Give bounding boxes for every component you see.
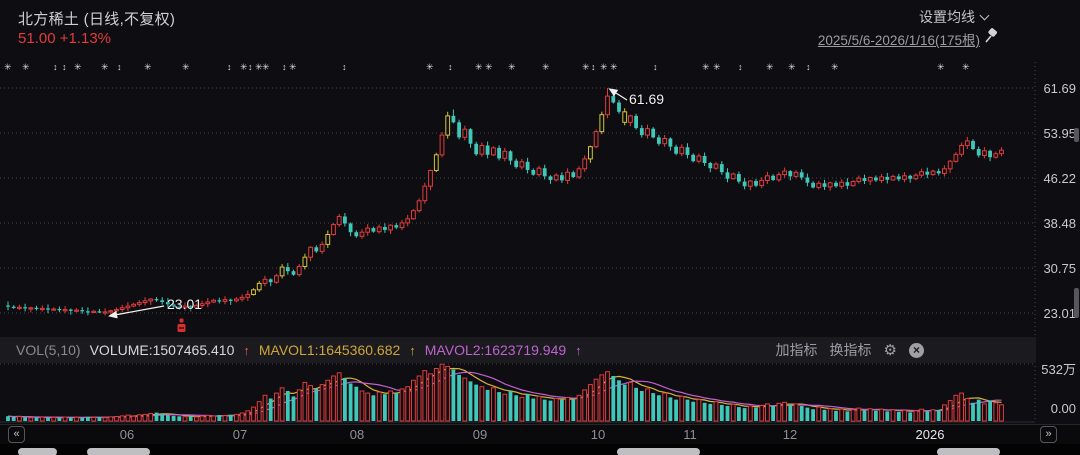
- star-event-icon[interactable]: ✳: [182, 62, 190, 72]
- candles: [6, 95, 1004, 314]
- volume-bars: [6, 363, 1004, 422]
- high-annotation: 61.69: [629, 91, 665, 107]
- vol-indicator-label[interactable]: VOL(5,10): [16, 342, 81, 358]
- switch-indicator-button[interactable]: 换指标: [829, 342, 872, 358]
- volume-value: VOLUME:1507465.410: [89, 342, 235, 358]
- scroll-left-button[interactable]: «: [8, 426, 25, 443]
- close-circle-icon[interactable]: ×: [909, 342, 924, 358]
- volume-axis-min: 0.00: [1050, 401, 1076, 416]
- mavol2-value: MAVOL2:1623719.949: [424, 342, 567, 358]
- star-event-icon[interactable]: ✳: [766, 62, 774, 72]
- star-event-icon[interactable]: ✳: [22, 62, 30, 72]
- star-event-icon[interactable]: ✳: [289, 62, 297, 72]
- time-axis-label: 11: [683, 427, 697, 442]
- star-event-icon[interactable]: ✳: [600, 62, 608, 72]
- star-event-icon[interactable]: ✳: [702, 62, 710, 72]
- vertical-scrollbar-thumb[interactable]: [1074, 288, 1079, 318]
- star-event-icon[interactable]: ✳: [508, 62, 516, 72]
- updown-event-icon[interactable]: ↕: [806, 62, 811, 72]
- price-and-change: 51.00 +1.13%: [18, 30, 111, 47]
- price-axis-label: 23.01: [1043, 306, 1076, 321]
- updown-event-icon[interactable]: ↕: [282, 62, 287, 72]
- time-axis-label: 09: [472, 427, 488, 442]
- updown-event-icon[interactable]: ↕: [653, 62, 658, 72]
- add-indicator-button[interactable]: 加指标: [775, 342, 818, 358]
- mavol1-value: MAVOL1:1645360.682: [258, 342, 401, 358]
- time-axis-label: 2026: [915, 427, 945, 442]
- ma-settings-label: 设置均线: [919, 9, 975, 25]
- price-axis-label: 61.69: [1043, 81, 1076, 96]
- updown-event-icon[interactable]: ↕: [248, 62, 253, 72]
- scroll-right-button[interactable]: »: [1040, 426, 1057, 443]
- stock-title: 北方稀土 (日线,不复权): [18, 11, 176, 28]
- price-axis-label: 53.95: [1043, 126, 1076, 142]
- star-event-icon[interactable]: ✳: [255, 62, 263, 72]
- date-range-link[interactable]: 2025/5/6-2026/1/16(175根): [817, 33, 980, 48]
- updown-event-icon[interactable]: ↕: [227, 62, 232, 72]
- volume-toolbar: VOL(5,10) VOLUME:1507465.410 ↑ MAVOL1:16…: [0, 337, 1036, 363]
- mavol1-up-arrow-icon: ↑: [409, 342, 416, 358]
- volume-axis-max: 532万: [1041, 362, 1076, 377]
- scrollbar-pill[interactable]: [617, 448, 700, 455]
- star-event-icon[interactable]: ✳: [101, 62, 109, 72]
- star-event-icon[interactable]: ✳: [485, 62, 493, 72]
- time-axis-label: 12: [782, 427, 798, 442]
- star-event-icon[interactable]: ✳: [610, 62, 618, 72]
- price-axis-label: 46.22: [1043, 170, 1076, 186]
- updown-event-icon[interactable]: ↕: [591, 62, 596, 72]
- updown-event-icon[interactable]: ↕: [738, 62, 743, 72]
- star-event-icon[interactable]: ✳: [4, 62, 12, 72]
- volume-up-arrow-icon: ↑: [243, 342, 250, 358]
- scrollbar-pill[interactable]: [937, 448, 1000, 455]
- star-event-icon[interactable]: ✳: [262, 62, 270, 72]
- star-event-icon[interactable]: ✳: [144, 62, 152, 72]
- updown-event-icon[interactable]: ↕: [62, 62, 67, 72]
- star-event-icon[interactable]: ✳: [475, 62, 483, 72]
- star-event-icon[interactable]: ✳: [542, 62, 550, 72]
- time-axis-label: 07: [232, 427, 248, 442]
- time-axis-label: 08: [349, 427, 365, 442]
- time-axis: « 06 07 08 09 10 11 12 2026 »: [0, 424, 1080, 444]
- time-axis-label: 10: [590, 427, 606, 442]
- star-event-icon[interactable]: ✳: [74, 62, 82, 72]
- scrollbar-pill[interactable]: [87, 448, 150, 455]
- updown-event-icon[interactable]: ↕: [117, 62, 122, 72]
- scrollbar-pill[interactable]: [18, 448, 57, 455]
- updown-event-icon[interactable]: ↕: [342, 62, 347, 72]
- mavol2-up-arrow-icon: ↑: [575, 342, 582, 358]
- star-event-icon[interactable]: ✳: [937, 62, 945, 72]
- star-event-icon[interactable]: ✳: [240, 62, 248, 72]
- event-marker-row: ✳ ✳ ↕ ↕ ✳ ✳ ↕ ✳ ✳ ↕ ✳ ↕ ✳ ✳ ↕ ✳ ↕ ✳ ↕ ✳ ✳ ✳ ✳ ✳ ↕ ✳ ✳ ↕ ✳ ✳ ↕ ✳ ✳ ↕ ✳ ✳ ✳: [0, 62, 1080, 76]
- pin-icon[interactable]: [983, 28, 1000, 45]
- star-event-icon[interactable]: ✳: [831, 62, 839, 72]
- updown-event-icon[interactable]: ↕: [448, 62, 453, 72]
- star-event-icon[interactable]: ✳: [788, 62, 796, 72]
- low-annotation: 23.01: [167, 296, 203, 312]
- dividend-marker-icon[interactable]: [176, 318, 187, 333]
- star-event-icon[interactable]: ✳: [962, 62, 970, 72]
- star-event-icon[interactable]: ✳: [582, 62, 590, 72]
- updown-event-icon[interactable]: ↕: [53, 62, 58, 72]
- time-axis-label: 06: [119, 427, 135, 442]
- ma-settings-button[interactable]: 设置均线: [919, 7, 990, 27]
- price-axis-label: 38.48: [1043, 216, 1076, 231]
- star-event-icon[interactable]: ✳: [713, 62, 721, 72]
- star-event-icon[interactable]: ✳: [426, 62, 434, 72]
- gear-icon[interactable]: ⚙: [883, 342, 897, 359]
- chevron-down-icon: [979, 10, 990, 20]
- bottom-scroll-band: [0, 444, 1080, 455]
- vertical-scrollbar-thumb[interactable]: [1074, 128, 1079, 142]
- price-axis-label: 30.75: [1043, 260, 1076, 276]
